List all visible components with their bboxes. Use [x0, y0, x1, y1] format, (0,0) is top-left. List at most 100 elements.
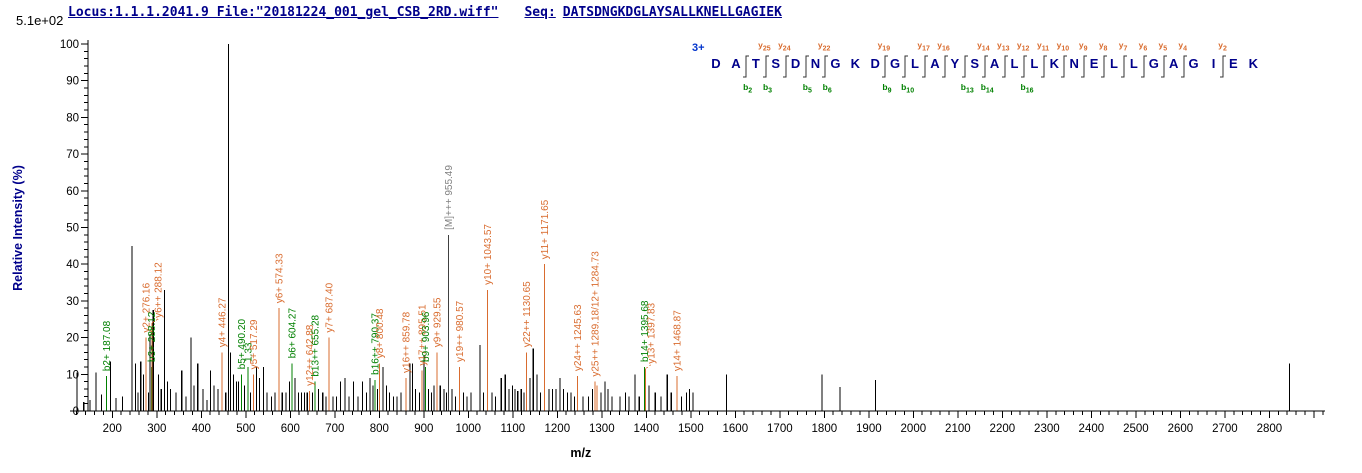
peak-label: b3+ 288.12	[147, 311, 158, 362]
svg-text:2700: 2700	[1212, 423, 1238, 435]
svg-text:1300: 1300	[589, 423, 615, 435]
residue: E	[1229, 56, 1238, 71]
b-ion-marker: b2	[743, 82, 753, 95]
svg-text:70: 70	[66, 149, 79, 161]
residue: D	[790, 56, 801, 71]
svg-text:80: 80	[66, 112, 79, 124]
svg-text:1700: 1700	[767, 423, 793, 435]
precursor-charge-label: 3+	[692, 42, 705, 54]
axes	[70, 40, 1325, 412]
svg-text:2800: 2800	[1257, 423, 1283, 435]
peak-label: 1.33	[244, 342, 255, 362]
peak-label: y10+ 1043.57	[483, 224, 494, 285]
svg-text:1600: 1600	[723, 423, 749, 435]
peak-label: y7+ 687.40	[325, 282, 336, 332]
cleavage-divider	[921, 55, 928, 78]
b-ion-marker: b6	[822, 82, 832, 95]
cleavage-divider	[1001, 55, 1008, 78]
y-ion-marker: y24	[778, 40, 791, 53]
svg-text:40: 40	[66, 259, 79, 271]
peak-label: y11+ 1171.65	[540, 199, 551, 259]
y-ion-marker: y4	[1178, 40, 1188, 53]
peak-label: y16++ 859.78	[401, 311, 412, 373]
cleavage-divider	[1061, 55, 1068, 78]
y-ion-marker: y17	[917, 40, 930, 53]
residue: A	[1168, 56, 1179, 71]
svg-text:50: 50	[66, 223, 79, 235]
svg-text:800: 800	[370, 423, 389, 435]
svg-text:10: 10	[66, 369, 79, 381]
svg-text:900: 900	[414, 423, 433, 435]
svg-text:1100: 1100	[500, 423, 525, 435]
svg-text:300: 300	[147, 423, 166, 435]
svg-text:2300: 2300	[1034, 423, 1060, 435]
residue: Y	[950, 56, 960, 71]
cleavage-divider	[1101, 55, 1107, 78]
cleavage-divider	[1081, 55, 1088, 78]
peak-label: y13+ 1397.83	[646, 302, 657, 363]
residue: S	[970, 56, 980, 71]
residue: L	[911, 56, 919, 71]
residue: S	[771, 56, 781, 71]
residue: K	[1248, 56, 1258, 71]
y-axis-label: Relative Intensity (%)	[11, 165, 25, 291]
cleavage-divider	[961, 55, 968, 78]
svg-text:2000: 2000	[901, 423, 927, 435]
y-ion-marker: y6	[1138, 40, 1148, 53]
seq-value: DATSDNGKDGLAYSALLKNELLGAGIEK	[562, 5, 782, 20]
b-ion-marker: b10	[901, 82, 915, 95]
y-ion-marker: y11	[1037, 40, 1050, 53]
b-ion-marker: b16	[1020, 82, 1034, 95]
peak-label: y19++ 980.57	[455, 300, 466, 362]
cleavage-divider	[882, 55, 889, 78]
residue: L	[1110, 56, 1118, 71]
residue: E	[1089, 56, 1099, 71]
svg-text:2600: 2600	[1168, 423, 1194, 435]
y-ion-marker: y12	[1016, 40, 1030, 53]
y-ion-marker: y16	[937, 40, 950, 53]
y-ion-marker: y5	[1158, 40, 1168, 53]
residue: A	[731, 56, 741, 71]
svg-text:90: 90	[66, 76, 79, 88]
svg-text:1000: 1000	[456, 423, 482, 435]
cleavage-divider	[1140, 55, 1147, 78]
svg-text:1900: 1900	[856, 423, 882, 435]
header-line: Locus:1.1.1.2041.9 File:"20181224_001_ge…	[68, 5, 782, 20]
peak-label: y2+ 276.16	[142, 282, 153, 332]
svg-text:400: 400	[192, 423, 211, 435]
y-axis-ticks: 0 10 20 30 40 50 60 70 80 90 100	[60, 39, 88, 418]
peak-label: y6++ 288.12	[154, 262, 165, 318]
peak-label: b13++ 655.28	[310, 314, 321, 376]
b-ion-marker: b13	[960, 82, 974, 95]
x-axis-ticks: 200 300 400 500 600 700 800 900 1000 1100 1200 1300…	[76, 411, 1324, 460]
cleavage-divider	[902, 55, 908, 78]
peak-label: y17++ 895.51	[417, 304, 428, 366]
peak-label: [M]+++ 955.49	[444, 165, 455, 230]
cleavage-divider	[1220, 55, 1227, 78]
y-ion-marker: y8	[1098, 40, 1108, 53]
residue: N	[810, 56, 821, 71]
svg-text:1800: 1800	[812, 423, 838, 435]
cleavage-divider	[1120, 55, 1127, 78]
svg-text:200: 200	[103, 423, 122, 435]
residue: A	[989, 56, 1000, 71]
cleavage-divider	[1041, 55, 1048, 78]
y-ion-marker: y9	[1078, 40, 1088, 53]
peak-label: b16++ 790.37	[371, 313, 382, 375]
peak-label: y24++ 1245.63	[573, 304, 584, 371]
y-ion-marker: y10	[1056, 40, 1070, 53]
peak-label: b14+ 1395.68	[640, 300, 651, 362]
peak-label: b6+ 604.27	[288, 308, 299, 359]
svg-text:2400: 2400	[1079, 423, 1105, 435]
svg-text:0: 0	[73, 406, 79, 418]
y-scale-indicator: 5.1e+02	[16, 13, 64, 28]
b-ion-marker: b3	[762, 82, 773, 95]
peak-label: b5+ 490.20	[237, 319, 248, 370]
residue: T	[751, 56, 760, 71]
peak-label: y14+ 1468.87	[672, 310, 683, 371]
peak-label: y22++ 1130.65	[522, 281, 533, 347]
peak-label: y5+ 517.29	[249, 319, 260, 369]
svg-text:30: 30	[66, 296, 79, 308]
